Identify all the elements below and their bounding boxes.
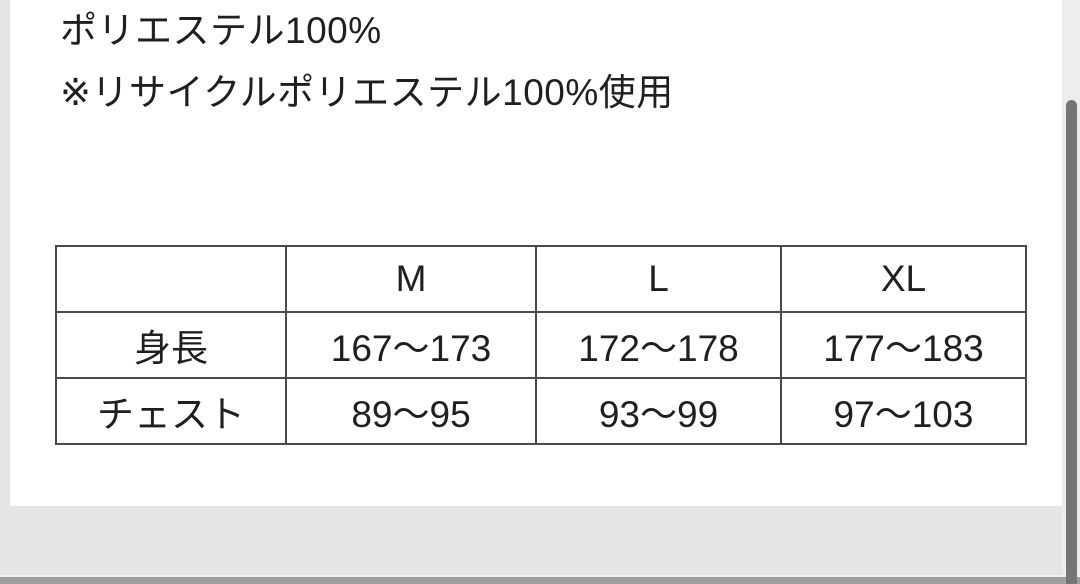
product-detail-panel: ポリエステル100% ※リサイクルポリエステル100%使用 M L XL 身長 … xyxy=(10,0,1062,506)
material-composition-text: ポリエステル100% xyxy=(60,10,382,51)
chest-value-l: 93〜99 xyxy=(535,377,782,445)
row-label-height: 身長 xyxy=(55,311,287,379)
recycled-material-note: ※リサイクルポリエステル100%使用 xyxy=(60,72,674,113)
size-table-header-row: M L XL xyxy=(55,245,1027,313)
scrollbar-thumb[interactable] xyxy=(1066,100,1077,584)
chest-value-m: 89〜95 xyxy=(285,377,537,445)
height-value-l: 172〜178 xyxy=(535,311,782,379)
size-column-header-xl: XL xyxy=(780,245,1027,313)
table-row-height: 身長 167〜173 172〜178 177〜183 xyxy=(55,311,1027,379)
bottom-edge-highlight xyxy=(0,575,1080,577)
row-label-chest: チェスト xyxy=(55,377,287,445)
bottom-edge-bar xyxy=(0,577,1080,584)
size-table-corner-cell xyxy=(55,245,287,313)
chest-value-xl: 97〜103 xyxy=(780,377,1027,445)
size-column-header-m: M xyxy=(285,245,537,313)
table-row-chest: チェスト 89〜95 93〜99 97〜103 xyxy=(55,377,1027,445)
size-column-header-l: L xyxy=(535,245,782,313)
height-value-xl: 177〜183 xyxy=(780,311,1027,379)
height-value-m: 167〜173 xyxy=(285,311,537,379)
size-chart-table: M L XL 身長 167〜173 172〜178 177〜183 チェスト 8… xyxy=(55,245,1027,445)
